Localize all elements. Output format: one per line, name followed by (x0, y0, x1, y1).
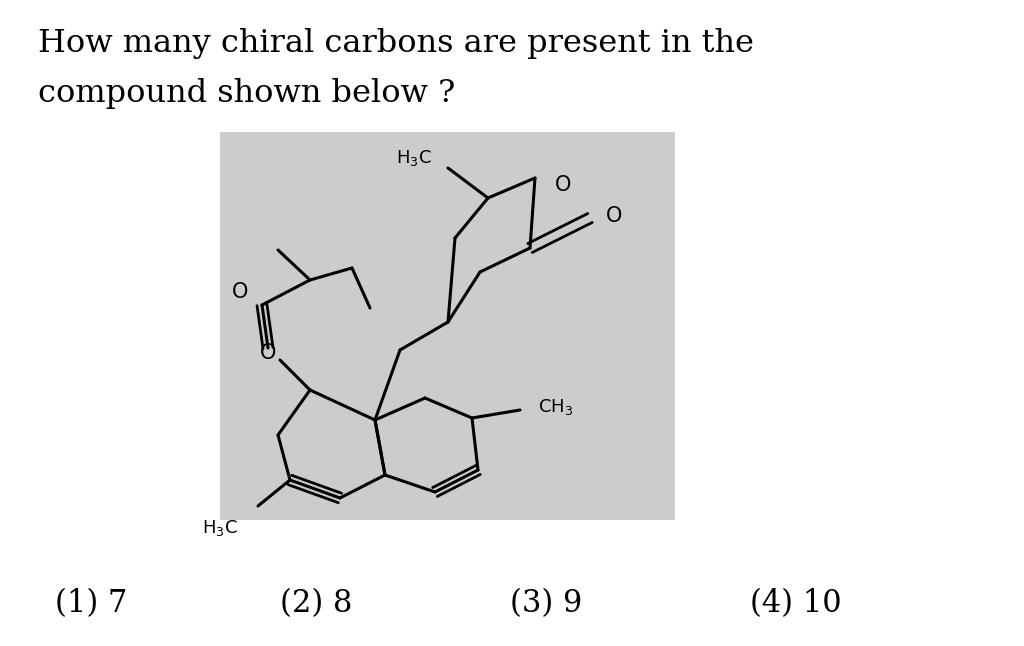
Text: H$_3$C: H$_3$C (202, 518, 238, 538)
Text: CH$_3$: CH$_3$ (538, 397, 573, 417)
Text: O: O (606, 206, 623, 226)
Text: O: O (260, 343, 276, 363)
Text: H$_3$C: H$_3$C (396, 148, 432, 168)
Text: O: O (231, 282, 248, 302)
Text: (2) 8: (2) 8 (280, 589, 352, 620)
Text: O: O (555, 175, 571, 195)
Bar (220, 132, 675, 520)
Text: How many chiral carbons are present in the: How many chiral carbons are present in t… (38, 28, 754, 59)
Text: compound shown below ?: compound shown below ? (38, 78, 456, 109)
Text: (1) 7: (1) 7 (55, 589, 127, 620)
Text: (4) 10: (4) 10 (750, 589, 842, 620)
Text: (3) 9: (3) 9 (510, 589, 583, 620)
